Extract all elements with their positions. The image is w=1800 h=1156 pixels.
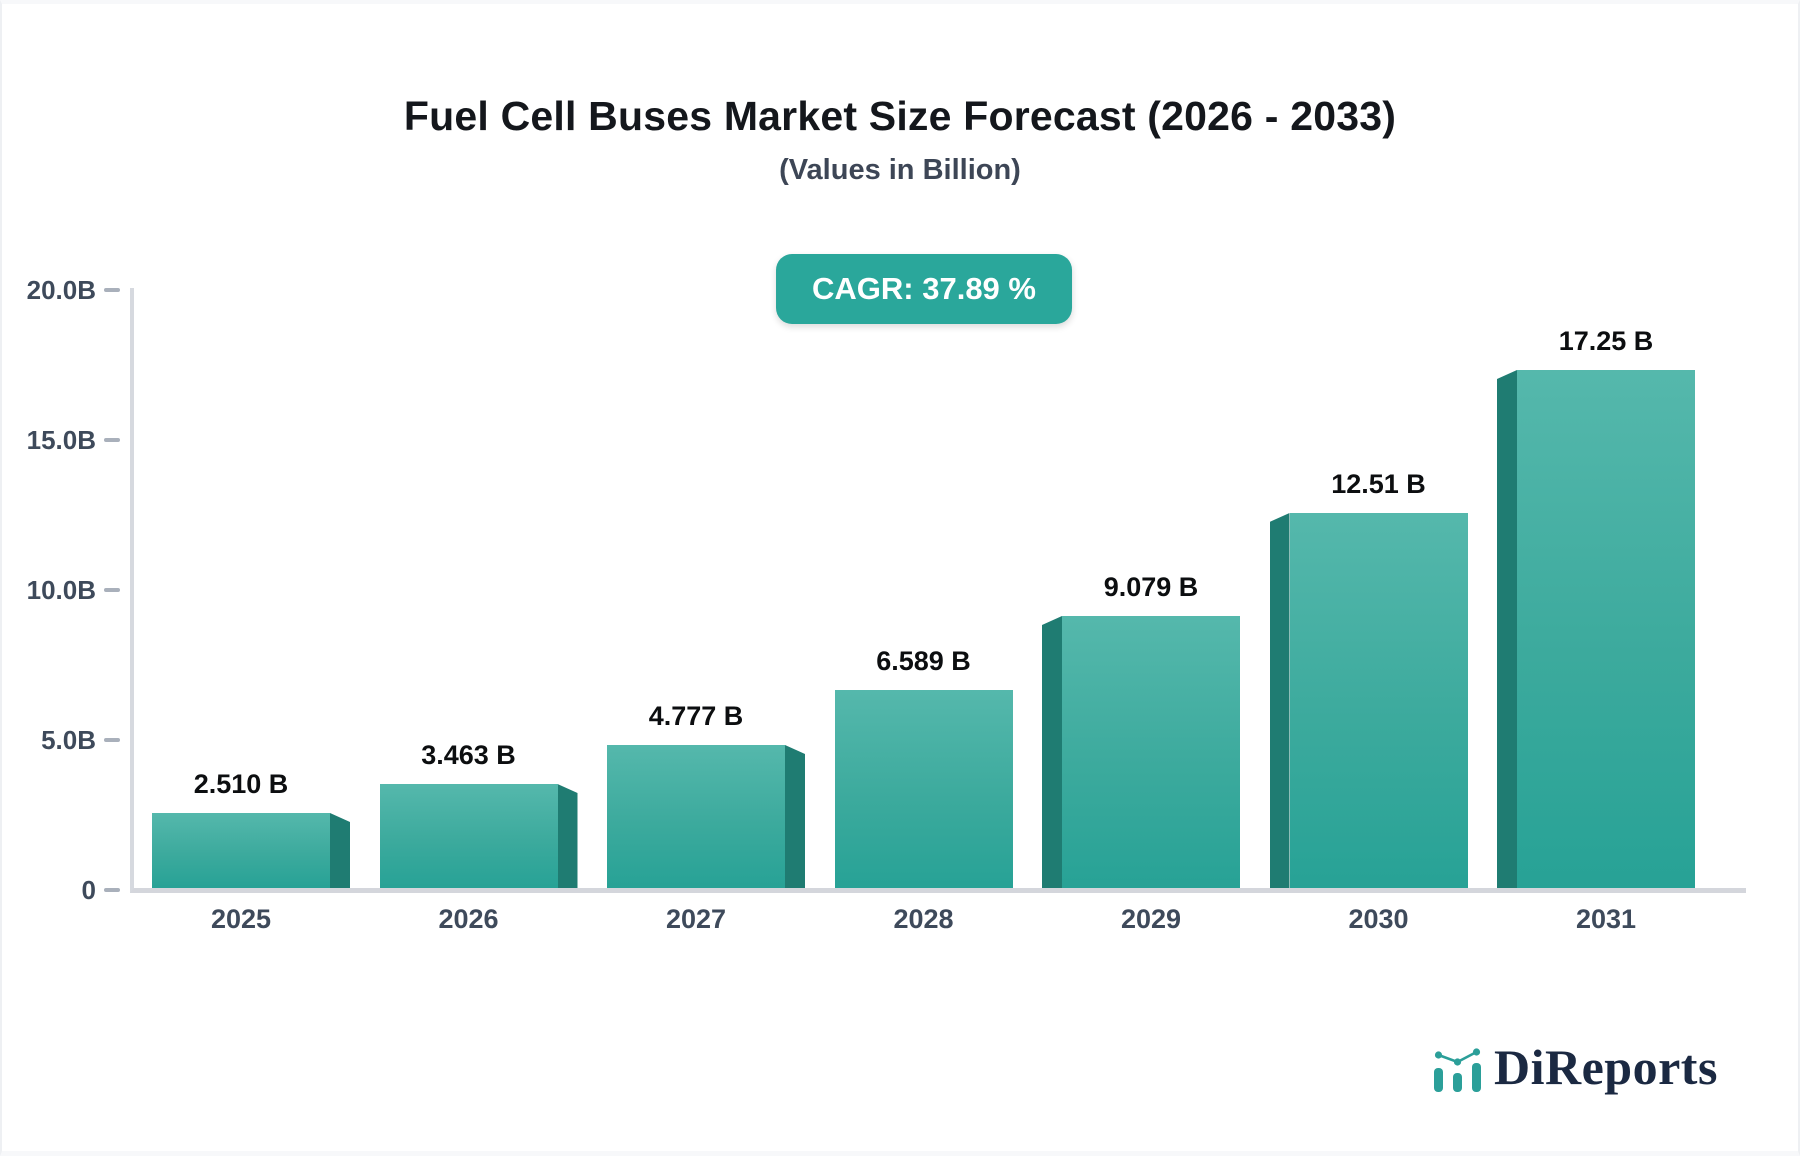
bar-3d-side <box>1042 616 1062 888</box>
y-tick-mark <box>104 588 120 592</box>
cagr-badge: CAGR: 37.89 % <box>776 254 1072 324</box>
x-axis-label: 2027 <box>665 904 727 934</box>
x-axis-label: 2029 <box>1120 904 1182 934</box>
brand-name: DiReports <box>1494 1039 1718 1095</box>
bar-column: 17.25 B 2031 <box>1497 288 1715 934</box>
x-axis-label: 2026 <box>438 904 499 934</box>
y-tick-label: 0 <box>81 875 96 905</box>
y-tick-mark <box>104 438 120 442</box>
bar-3d-side <box>557 784 578 888</box>
y-tick-label: 5.0B <box>41 725 96 755</box>
plot-area: 2.510 B 2025 3.463 B 2026 4.777 B 2027 6… <box>130 288 1746 934</box>
bar-3d-side <box>1497 370 1517 888</box>
y-tick-label: 20.0B <box>26 275 96 305</box>
bar-value-label: 6.589 B <box>876 646 971 676</box>
bar-3d-side <box>1269 513 1290 888</box>
bar-value-label: 3.463 B <box>421 740 516 770</box>
x-axis-label: 2028 <box>893 904 954 934</box>
bar-column: 6.589 B 2028 <box>815 288 1033 934</box>
x-axis-label: 2031 <box>1575 904 1637 934</box>
y-tick-label: 15.0B <box>26 425 96 455</box>
bar-column: 12.51 B 2030 <box>1269 288 1488 934</box>
y-tick-mark <box>104 738 120 742</box>
bar-face <box>1289 513 1468 888</box>
bar-3d-side <box>330 813 350 888</box>
chart-title: Fuel Cell Buses Market Size Forecast (20… <box>403 93 1397 139</box>
bar-face <box>1062 616 1240 888</box>
bar-face <box>834 690 1013 888</box>
bar-3d-side <box>785 745 805 888</box>
bar-value-label: 17.25 B <box>1558 326 1654 356</box>
brand-logo: DiReports <box>1432 1040 1718 1094</box>
bar-value-label: 9.079 B <box>1103 572 1199 602</box>
bar-face <box>1517 370 1695 888</box>
bar-column: 9.079 B 2029 <box>1042 288 1260 934</box>
bar-face <box>152 813 330 888</box>
y-tick-label: 10.0B <box>26 575 96 605</box>
chart-subtitle: (Values in Billion) <box>779 154 1021 186</box>
bar-line-chart-icon <box>1434 1048 1481 1092</box>
bar-value-label: 2.510 B <box>193 769 289 799</box>
x-axis-label: 2025 <box>210 904 272 934</box>
bar-value-label: 4.777 B <box>648 701 744 731</box>
y-tick-mark <box>104 888 120 892</box>
bar-column: 4.777 B 2027 <box>587 288 805 934</box>
x-axis-label: 2030 <box>1348 904 1409 934</box>
y-tick-mark <box>104 288 120 292</box>
bar-face <box>379 784 558 888</box>
bar-column: 2.510 B 2025 <box>132 288 350 934</box>
bar-face <box>607 745 785 888</box>
bar-column: 3.463 B 2026 <box>360 288 578 934</box>
bar-value-label: 12.51 B <box>1331 469 1426 499</box>
